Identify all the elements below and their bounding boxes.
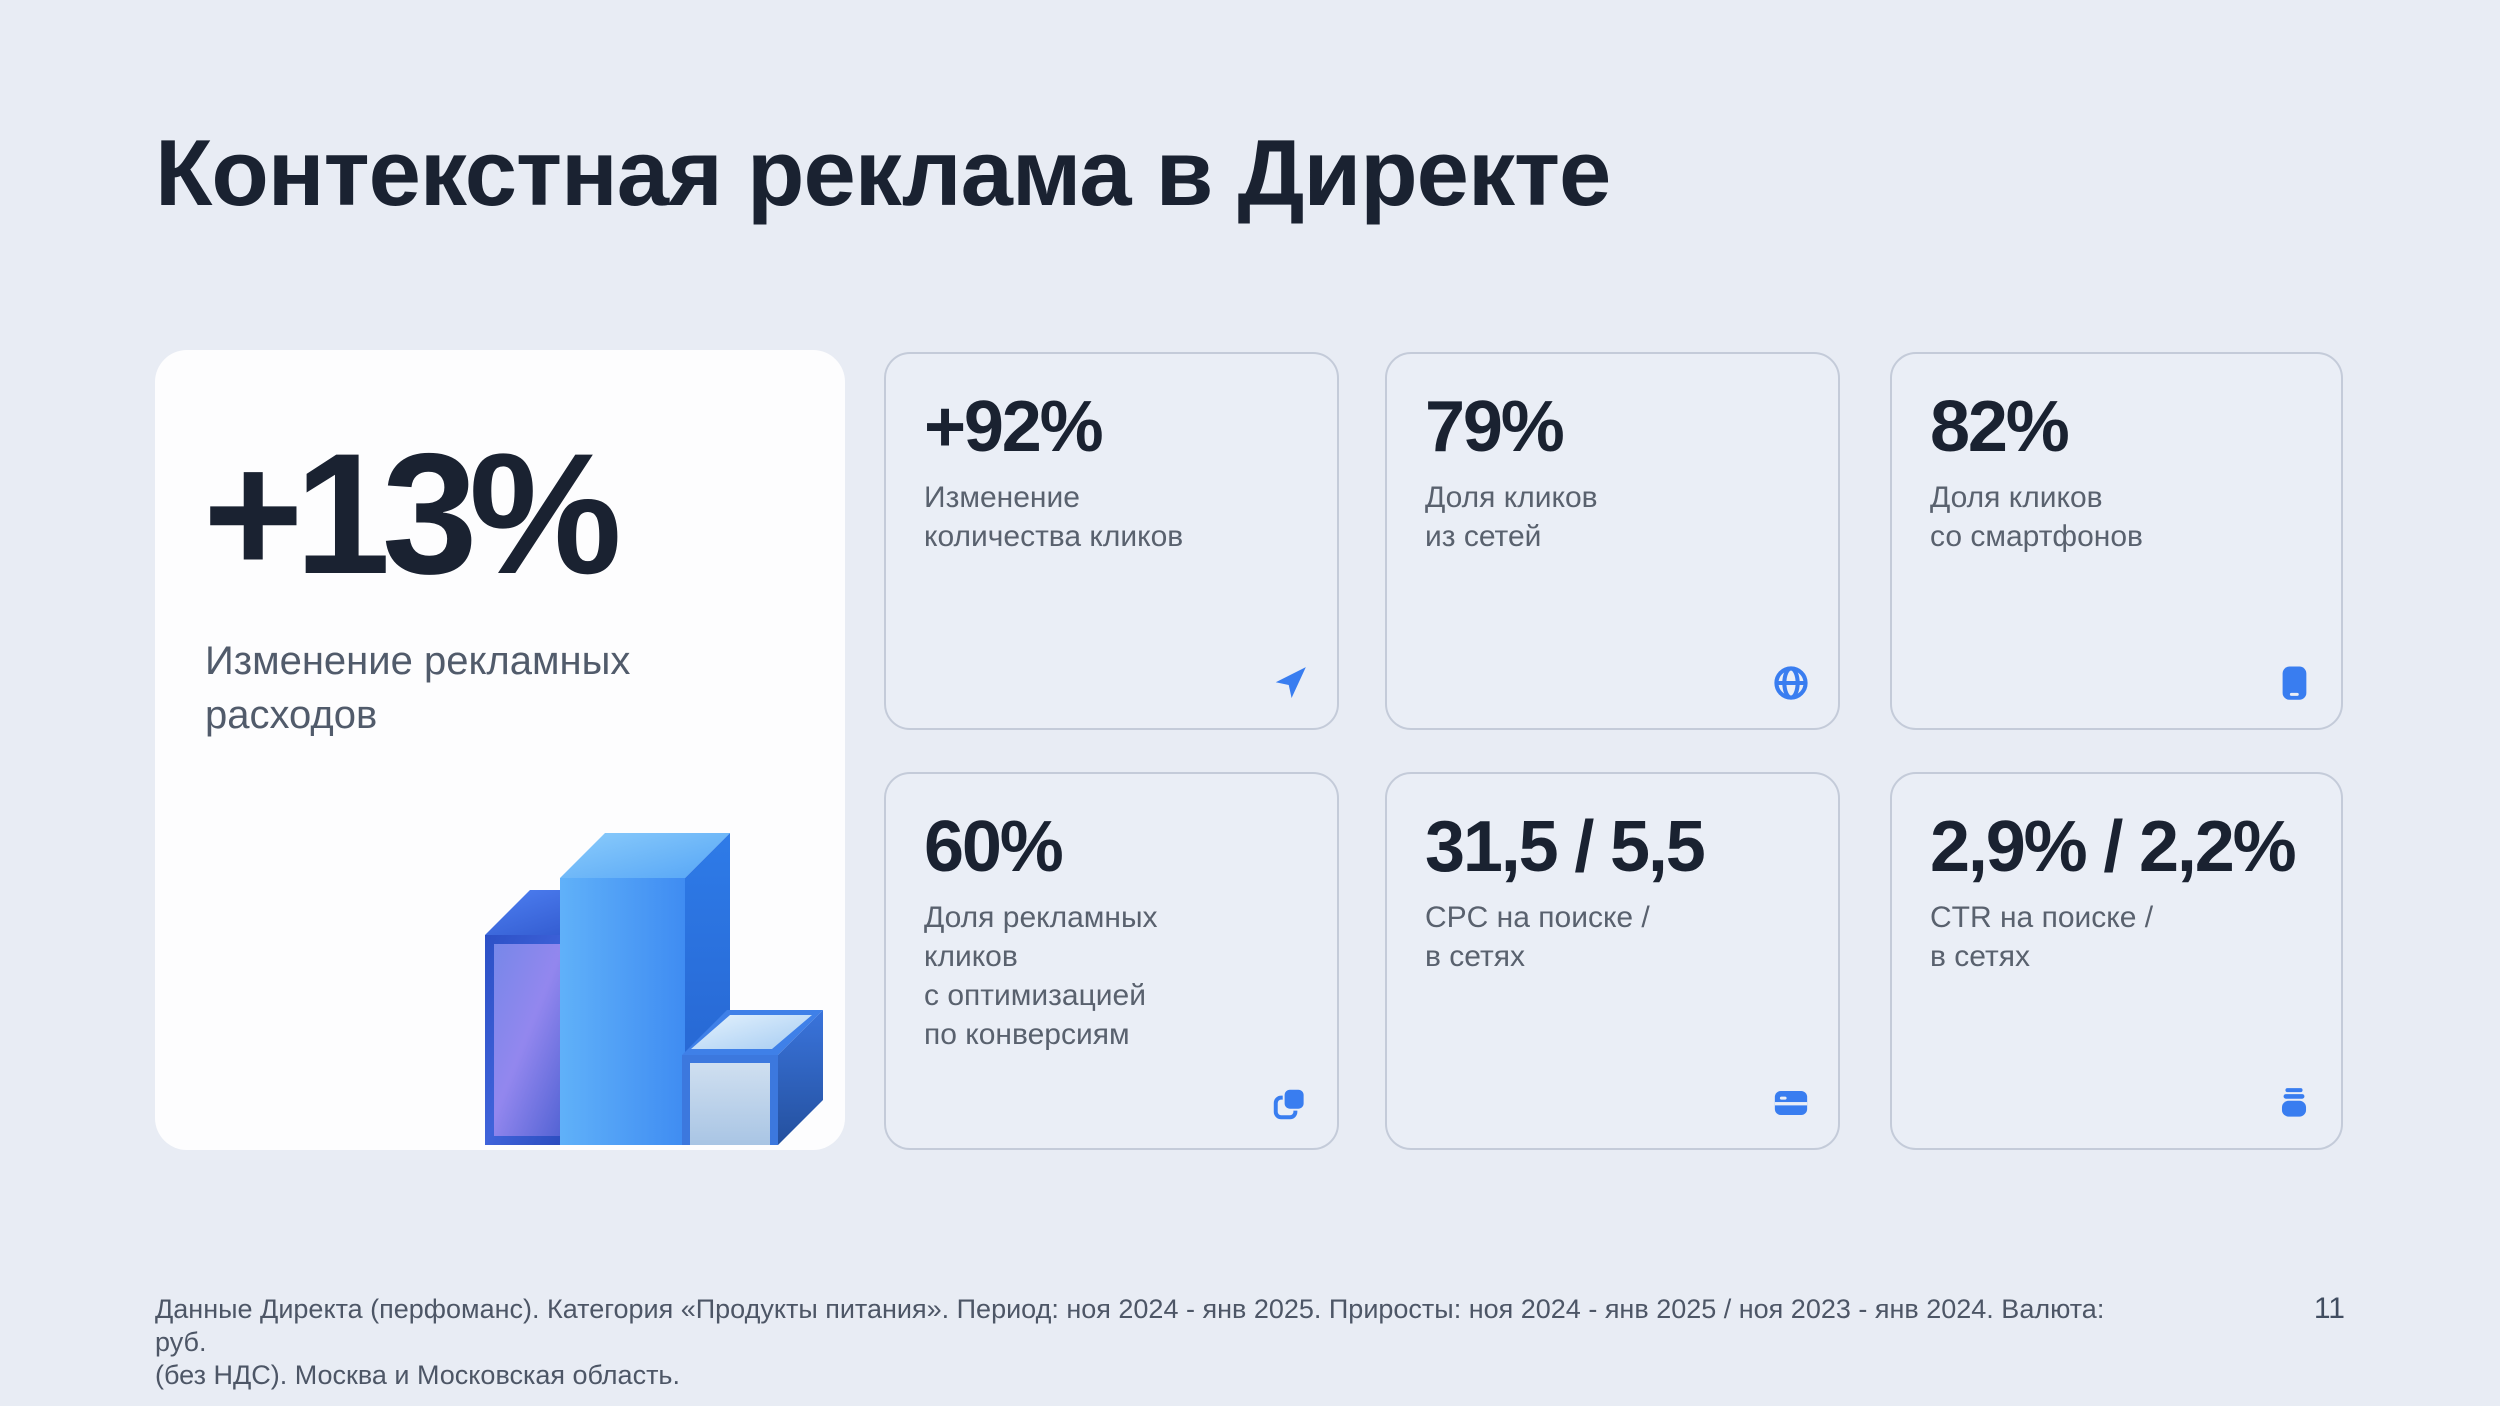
- credit-card-icon: [1772, 1084, 1810, 1122]
- content-area: +13% Изменение рекламных расходов: [155, 350, 2345, 1150]
- hero-value: +13%: [203, 418, 622, 610]
- stat-label: Доля кликов из сетей: [1425, 481, 1598, 553]
- globe-icon: [1772, 664, 1810, 702]
- page-number: 11: [2313, 1292, 2345, 1325]
- stat-label: CTR на поиске / в сетях: [1930, 901, 2154, 973]
- footnote: Данные Директа (перфоманс). Категория «П…: [155, 1294, 2105, 1390]
- stat-label: Доля кликов со смартфонов: [1930, 481, 2143, 553]
- bar-chart-3d-illustration: [483, 828, 823, 1148]
- hero-card: +13% Изменение рекламных расходов: [155, 350, 845, 1150]
- stat-value: +92%: [924, 387, 1104, 467]
- stat-value: 2,9% / 2,2%: [1930, 807, 2297, 887]
- stat-card-ctr: 2,9% / 2,2% CTR на поиске / в сетях: [1890, 772, 2343, 1150]
- stat-label: Доля рекламных кликов с оптимизацией по …: [924, 901, 1158, 1051]
- send-icon: [1271, 664, 1309, 702]
- stat-label: Изменение количества кликов: [924, 481, 1184, 553]
- stat-value: 82%: [1930, 387, 2070, 467]
- stat-value: 31,5 / 5,5: [1425, 807, 1706, 887]
- stack-icon: [2275, 1084, 2313, 1122]
- stat-card-conversion-optimized-clicks: 60% Доля рекламных кликов с оптимизацией…: [884, 772, 1339, 1150]
- stat-label: CPC на поиске / в сетях: [1425, 901, 1650, 973]
- stat-card-clicks-change: +92% Изменение количества кликов: [884, 352, 1339, 730]
- page-title: Контекстная реклама в Директе: [155, 119, 1611, 225]
- hero-label: Изменение рекламных расходов: [205, 639, 631, 737]
- stat-card-cpc: 31,5 / 5,5 CPC на поиске / в сетях: [1385, 772, 1840, 1150]
- smartphone-icon: [2275, 664, 2313, 702]
- layers-icon: [1271, 1084, 1309, 1122]
- stat-value: 79%: [1425, 387, 1565, 467]
- stat-card-network-clicks-share: 79% Доля кликов из сетей: [1385, 352, 1840, 730]
- stat-card-smartphone-clicks-share: 82% Доля кликов со смартфонов: [1890, 352, 2343, 730]
- stat-value: 60%: [924, 807, 1064, 887]
